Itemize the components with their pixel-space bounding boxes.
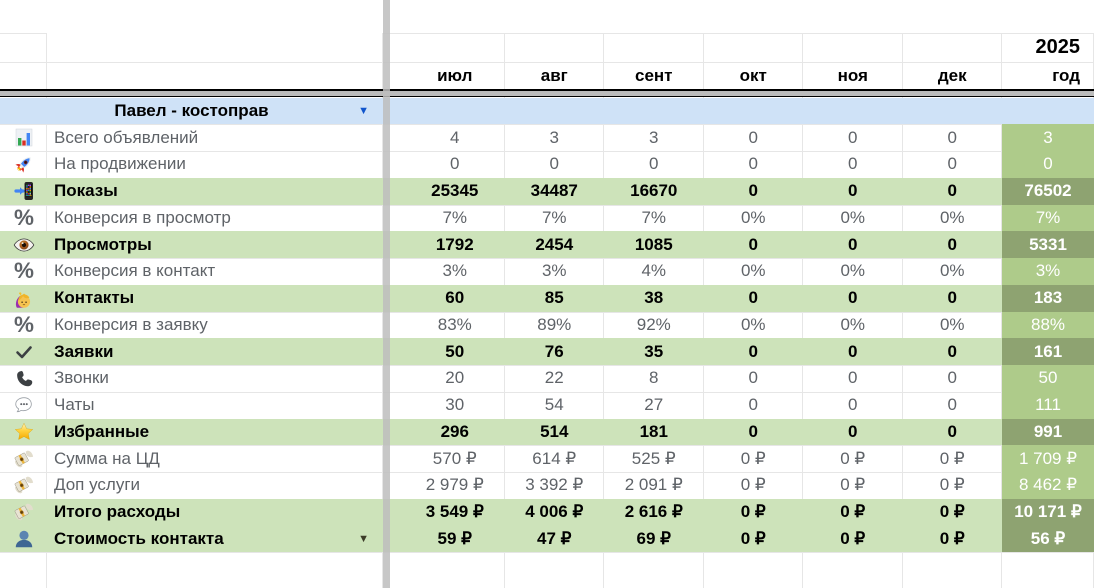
svg-text:%: % — [14, 259, 34, 284]
svg-text:%: % — [14, 205, 34, 230]
svg-text:%: % — [14, 312, 34, 337]
